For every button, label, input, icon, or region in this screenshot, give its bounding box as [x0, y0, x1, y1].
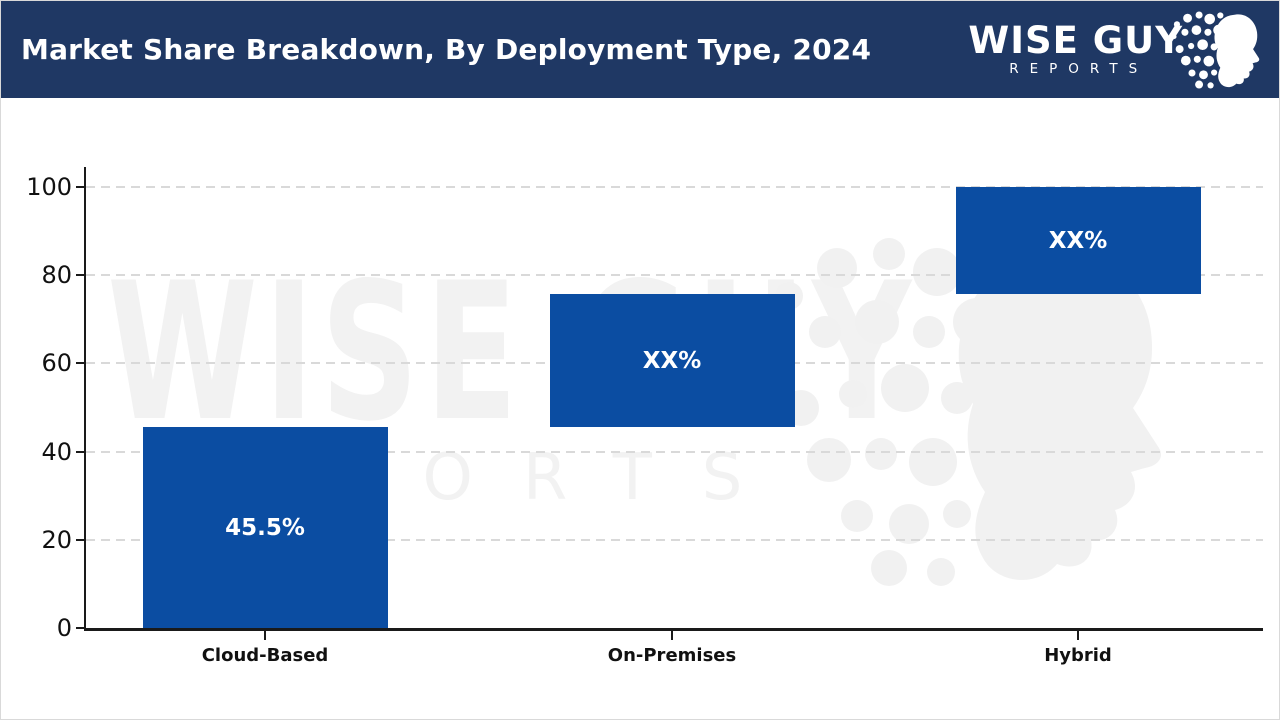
- brand-logo: WISE GUY REPORTS: [968, 8, 1265, 92]
- bar: XX%: [549, 294, 795, 428]
- y-tick-label: 60: [41, 349, 72, 378]
- y-axis-tick: [76, 274, 84, 277]
- y-axis-tick: [76, 362, 84, 365]
- category-label: Cloud-Based: [201, 645, 329, 666]
- y-axis-tick: [76, 450, 84, 453]
- y-tick-label: 20: [41, 525, 72, 554]
- bar-value-label: XX%: [642, 347, 702, 374]
- x-axis-tick: [671, 631, 673, 640]
- plot-area: 0 20 40 60 80 100 45.5% Cloud-Based XX% On-Premis…: [26, 167, 1263, 666]
- gridline: [86, 538, 1263, 541]
- bar-value-label: 45.5%: [225, 514, 305, 541]
- gridline: [86, 274, 1263, 277]
- brand-name: WISE GUY: [968, 19, 1183, 63]
- y-axis-tick: [76, 627, 84, 629]
- bar: 45.5%: [142, 427, 388, 628]
- y-axis-line: [84, 167, 86, 631]
- gridline: [86, 450, 1263, 453]
- x-axis-line: [84, 628, 1263, 631]
- brand-subname: REPORTS: [1009, 61, 1149, 78]
- dotted-face-icon: [1172, 11, 1260, 88]
- y-tick-label: 100: [26, 173, 72, 201]
- page-title: Market Share Breakdown, By Deployment Ty…: [21, 33, 872, 66]
- bar-value-label: XX%: [1048, 227, 1108, 254]
- y-axis-tick: [76, 538, 84, 541]
- bar: XX%: [955, 187, 1201, 295]
- x-axis-tick: [1077, 631, 1079, 640]
- gridline: [86, 186, 1263, 188]
- brand-logo-text: WISE GUY REPORTS: [968, 22, 1183, 77]
- category-label: Hybrid: [1044, 645, 1112, 666]
- y-tick-label: 0: [56, 614, 72, 642]
- x-axis-tick: [264, 631, 266, 640]
- y-axis-tick: [76, 186, 84, 188]
- y-tick-label: 80: [41, 261, 72, 290]
- header: Market Share Breakdown, By Deployment Ty…: [1, 1, 1279, 98]
- category-label: On-Premises: [607, 645, 737, 666]
- y-tick-label: 40: [41, 437, 72, 466]
